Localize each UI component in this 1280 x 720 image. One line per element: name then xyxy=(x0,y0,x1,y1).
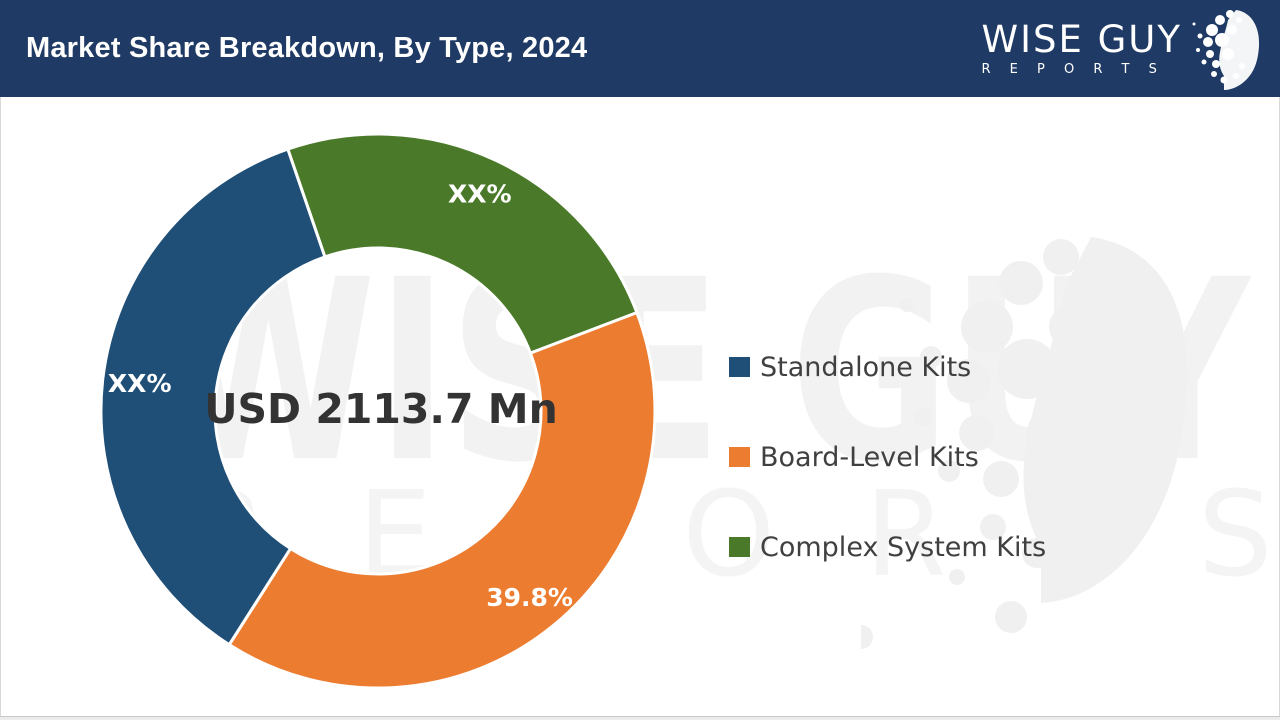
chart-area: WISE GUY R E P O R T S XX% 39.8% XX% USD 2… xyxy=(0,97,1280,716)
wise-guy-logo: WISE GUY R E P O R T S xyxy=(982,6,1262,92)
donut-segment-board-level-kits xyxy=(227,311,657,690)
segment-value-label: XX% xyxy=(448,180,512,209)
legend-item-board-level-kits: Board-Level Kits xyxy=(729,439,1046,475)
legend-swatch-board-level-kits xyxy=(729,447,750,467)
chart-legend: Standalone Kits Board-Level Kits Complex… xyxy=(729,349,1046,565)
donut-chart: XX% 39.8% XX% USD 2113.7 Mn xyxy=(99,132,657,690)
donut-segment-complex-system-kits xyxy=(286,132,639,355)
logo-wordmark: WISE GUY xyxy=(981,17,1182,61)
segment-value-label: 39.8% xyxy=(486,583,573,612)
segment-value-label: XX% xyxy=(108,369,172,398)
footer-strip xyxy=(0,716,1280,720)
watermark-head-icon xyxy=(861,237,1188,649)
legend-swatch-standalone-kits xyxy=(729,357,750,377)
donut-center-value: USD 2113.7 Mn xyxy=(204,385,558,433)
legend-item-complex-system-kits: Complex System Kits xyxy=(729,529,1046,565)
donut-segment-standalone-kits xyxy=(99,147,327,647)
legend-label: Complex System Kits xyxy=(760,531,1047,563)
legend-item-standalone-kits: Standalone Kits xyxy=(729,349,1046,385)
page-title: Market Share Breakdown, By Type, 2024 xyxy=(26,32,588,64)
header-bar: Market Share Breakdown, By Type, 2024 WI… xyxy=(0,0,1280,97)
logo-head-icon xyxy=(1192,9,1260,90)
logo-text: WISE GUY R E P O R T S xyxy=(982,21,1182,77)
legend-label: Standalone Kits xyxy=(760,351,972,383)
legend-label: Board-Level Kits xyxy=(760,441,979,473)
legend-swatch-complex-system-kits xyxy=(729,537,750,557)
logo-subtitle: R E P O R T S xyxy=(981,61,1165,77)
